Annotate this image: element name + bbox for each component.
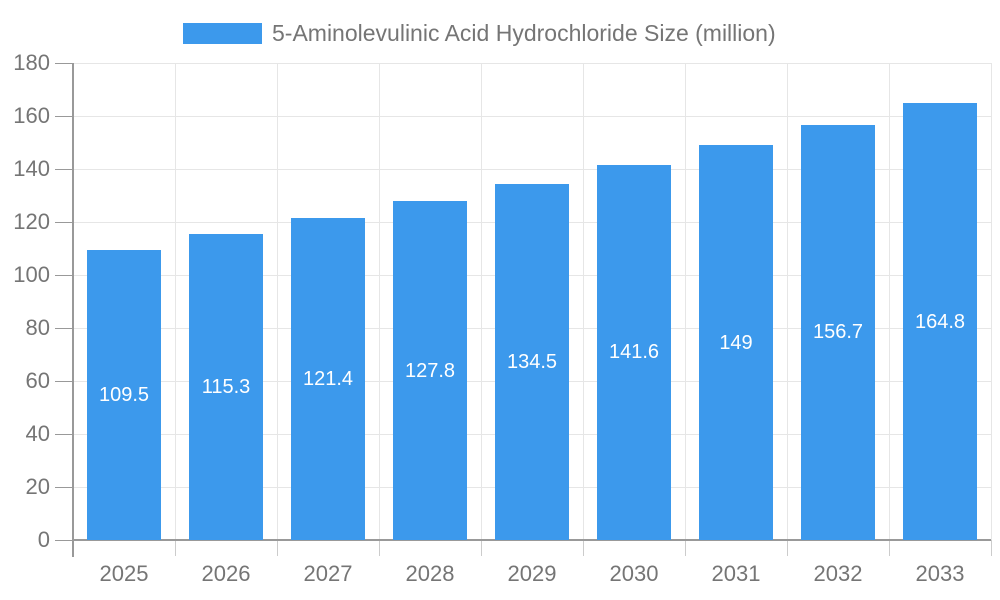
bar-value-label-2030: 141.6 (608, 341, 660, 364)
y-axis-tick (55, 274, 72, 276)
y-axis-tick (55, 62, 72, 64)
y-axis-line (72, 63, 74, 557)
y-axis-label: 120 (13, 209, 50, 234)
bar-2032[interactable] (801, 124, 875, 540)
bar-2033[interactable] (903, 103, 977, 540)
gridline-horizontal (73, 62, 991, 64)
gridline-horizontal (73, 115, 991, 117)
x-axis-label-2032: 2032 (813, 561, 863, 586)
y-axis-label: 80 (25, 315, 50, 340)
legend-label: 5-Aminolevulinic Acid Hydrochloride Size… (272, 20, 776, 46)
gridline-vertical (582, 63, 584, 540)
bar-value-label-2026: 115.3 (201, 376, 251, 399)
y-axis-tick (55, 486, 72, 488)
x-axis-label-2026: 2026 (201, 561, 251, 586)
gridline-horizontal (73, 168, 991, 170)
x-axis-tick (174, 540, 176, 556)
y-axis-tick (55, 168, 72, 170)
y-axis-tick (55, 539, 72, 541)
y-axis-label: 180 (13, 50, 50, 75)
x-axis-tick (582, 540, 584, 556)
x-axis-label-2029: 2029 (507, 561, 557, 586)
bar-2028[interactable] (393, 201, 467, 540)
x-axis-tick (276, 540, 278, 556)
y-axis-label: 160 (13, 103, 50, 128)
y-axis-tick (55, 327, 72, 329)
x-axis-label-2027: 2027 (303, 561, 353, 586)
bar-value-label-2032: 156.7 (812, 321, 864, 344)
bar-value-label-2033: 164.8 (914, 310, 966, 333)
bar-value-label-2025: 109.5 (98, 383, 150, 406)
y-axis-label: 0 (37, 527, 50, 552)
y-axis-label: 20 (25, 474, 50, 499)
x-axis-tick (378, 540, 380, 556)
y-axis-label: 100 (13, 262, 50, 287)
x-axis-tick (888, 540, 890, 556)
x-axis-label-2033: 2033 (915, 561, 965, 586)
gridline-vertical (174, 63, 176, 540)
bar-2026[interactable] (189, 234, 263, 540)
y-axis-tick (55, 115, 72, 117)
x-axis-tick (786, 540, 788, 556)
bar-2027[interactable] (291, 218, 365, 540)
bar-2025[interactable] (87, 249, 161, 540)
gridline-vertical (888, 63, 890, 540)
x-axis-line (72, 539, 991, 541)
y-axis-label: 40 (25, 421, 50, 446)
x-axis-tick (684, 540, 686, 556)
bar-value-label-2028: 127.8 (404, 359, 456, 382)
bar-2030[interactable] (597, 164, 671, 540)
x-axis-tick (990, 540, 992, 556)
gridline-vertical (378, 63, 380, 540)
bar-value-label-2029: 134.5 (506, 350, 558, 373)
gridline-vertical (684, 63, 686, 540)
y-axis-tick (55, 433, 72, 435)
bar-value-label-2027: 121.4 (302, 368, 354, 391)
x-axis-label-2025: 2025 (99, 561, 149, 586)
x-axis-label-2031: 2031 (711, 561, 761, 586)
gridline-vertical (480, 63, 482, 540)
legend-swatch-icon (183, 22, 262, 44)
y-axis-tick (55, 380, 72, 382)
x-axis-label-2030: 2030 (609, 561, 659, 586)
bar-2029[interactable] (495, 183, 569, 540)
x-axis-label-2028: 2028 (405, 561, 455, 586)
gridline-vertical (276, 63, 278, 540)
legend-item[interactable]: 5-Aminolevulinic Acid Hydrochloride Size… (183, 19, 776, 47)
y-axis-label: 60 (25, 368, 50, 393)
bar-2031[interactable] (699, 145, 773, 540)
y-axis-tick (55, 221, 72, 223)
x-axis-tick (480, 540, 482, 556)
gridline-vertical (990, 63, 992, 540)
bar-value-label-2031: 149 (719, 331, 753, 354)
y-axis-label: 140 (13, 156, 50, 181)
gridline-vertical (786, 63, 788, 540)
